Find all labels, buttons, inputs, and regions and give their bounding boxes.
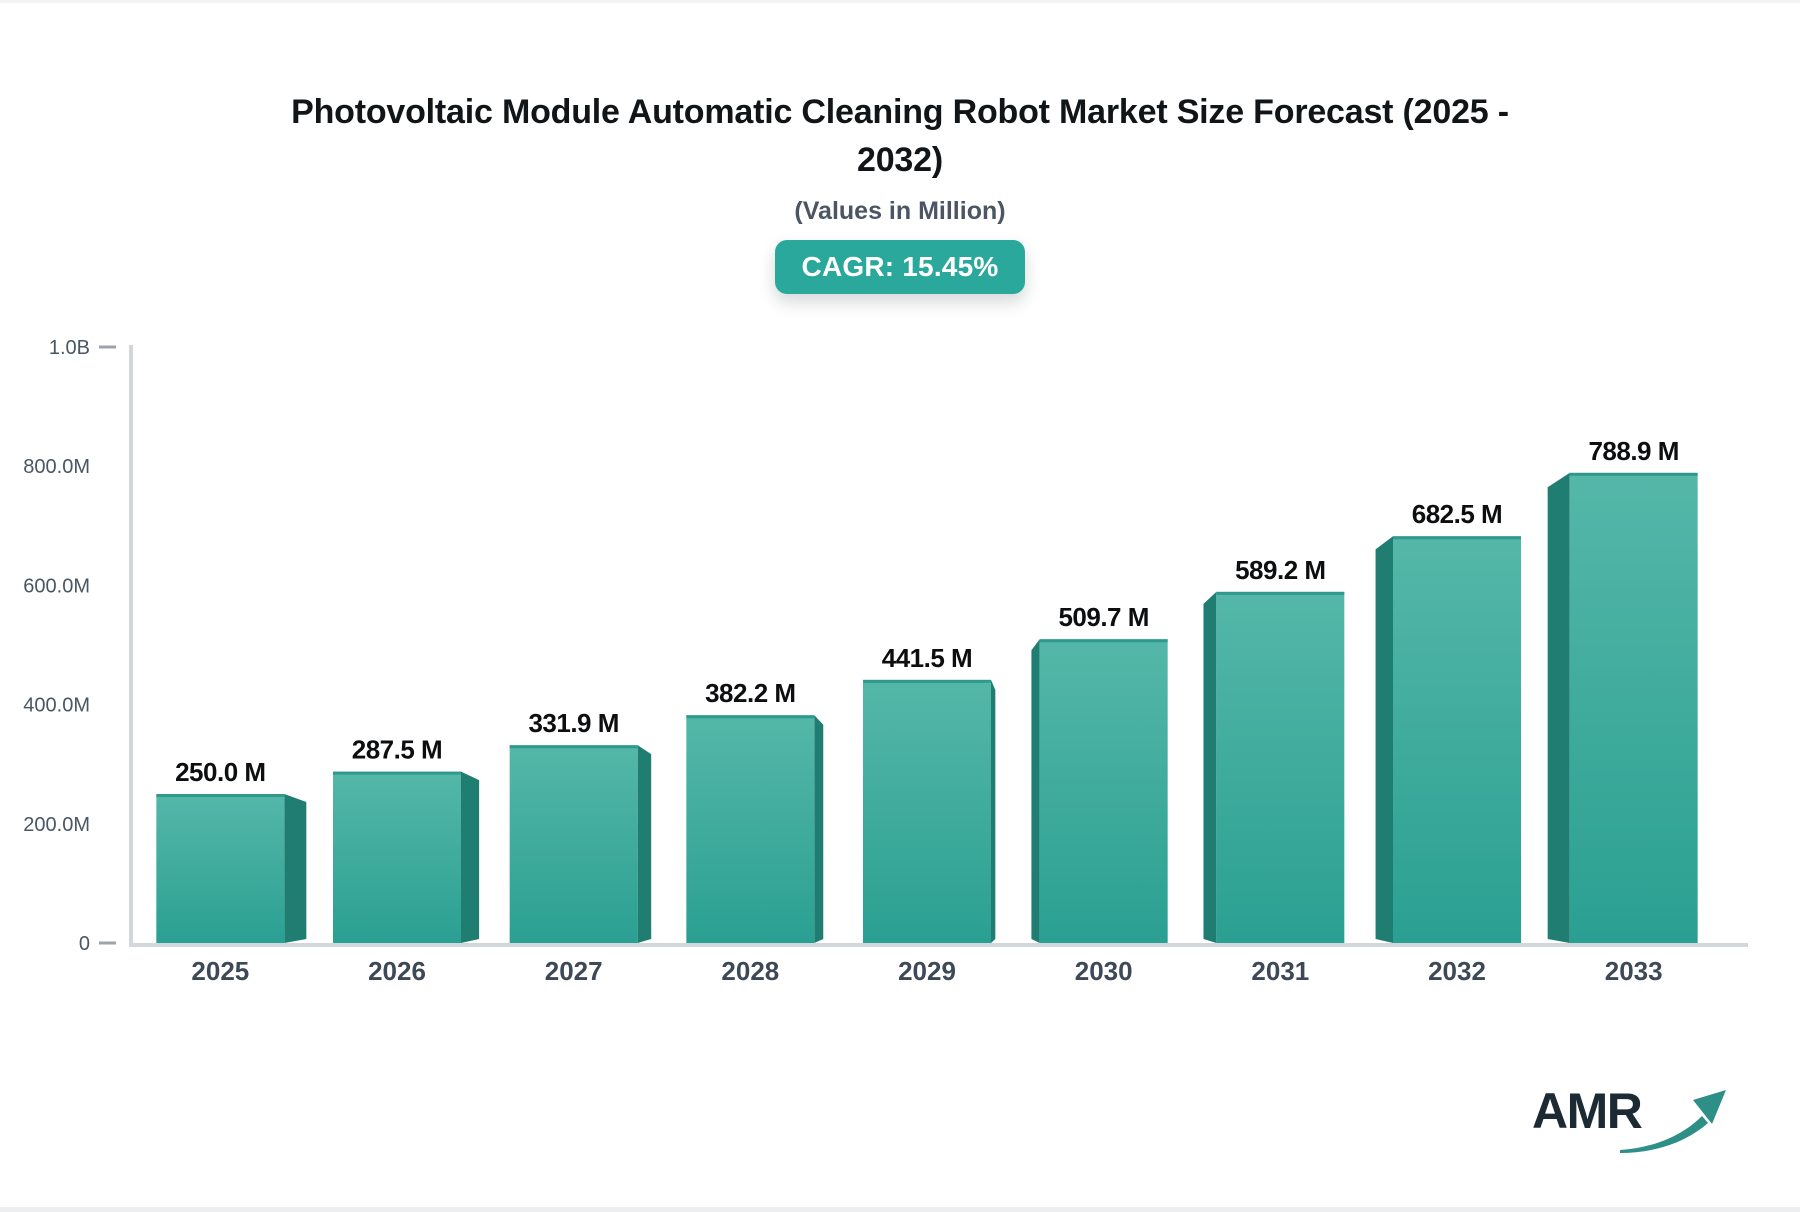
y-axis-label: 400.0M	[23, 695, 90, 717]
bar-front-face	[1569, 472, 1698, 943]
bar-column-2027[interactable]	[509, 745, 652, 943]
growth-arrow-icon	[1620, 1090, 1726, 1153]
bar-side-face	[991, 679, 996, 943]
bar-front-face	[1216, 591, 1345, 943]
bar-side-face	[461, 771, 480, 943]
brand-logo-text: AMR	[1532, 1083, 1643, 1139]
bar-front-face	[1393, 536, 1521, 943]
x-axis-label: 2026	[368, 956, 426, 986]
card-top-border	[0, 0, 1800, 3]
chart-title-line1: Photovoltaic Module Automatic Cleaning R…	[291, 93, 1509, 131]
x-axis-label: 2025	[191, 956, 249, 986]
bar-column-2026[interactable]	[333, 771, 480, 943]
bar-side-face	[1203, 591, 1217, 943]
cagr-badge: CAGR: 15.45%	[774, 239, 1026, 294]
value-label: 287.5 M	[352, 735, 442, 765]
bar-side-face	[1547, 472, 1570, 943]
value-label: 682.5 M	[1412, 499, 1502, 529]
bar-column-2033[interactable]	[1547, 472, 1698, 943]
value-label: 331.9 M	[528, 708, 618, 738]
bar-front-face	[156, 794, 285, 943]
value-label: 589.2 M	[1235, 555, 1325, 585]
bar-front-face	[333, 771, 461, 943]
card-bottom-border	[0, 1207, 1800, 1212]
y-axis-label: 1.0B	[49, 337, 90, 359]
chart-title: Photovoltaic Module Automatic Cleaning R…	[170, 88, 1630, 185]
value-label: 250.0 M	[175, 757, 265, 787]
y-axis-label: 200.0M	[23, 814, 90, 836]
bar-front-face	[509, 745, 638, 943]
chart-subtitle: (Values in Million)	[794, 196, 1006, 225]
bar-front-face	[686, 715, 815, 943]
bar-side-face	[1031, 639, 1040, 943]
x-axis-label: 2031	[1251, 956, 1309, 986]
x-axis-label: 2027	[545, 956, 603, 986]
brand-logo: AMR	[1532, 1086, 1728, 1164]
y-axis-label: 800.0M	[23, 456, 90, 478]
bar-column-2030[interactable]	[1031, 639, 1168, 943]
bar-side-face	[637, 745, 652, 943]
bar-side-face	[1375, 536, 1393, 943]
bar-column-2025[interactable]	[156, 794, 307, 943]
x-axis-label: 2029	[898, 956, 956, 986]
x-axis-label: 2032	[1428, 956, 1486, 986]
bar-chart-canvas: 1.0B 800.0M 600.0M 400.0M 200.0M 0 250.0 M 2025…	[23, 337, 1748, 986]
x-axis-label: 2030	[1075, 956, 1133, 986]
bar-side-face	[814, 715, 824, 943]
value-label: 382.2 M	[705, 678, 795, 708]
x-axis-label: 2033	[1605, 956, 1663, 986]
bar-front-face	[863, 679, 991, 943]
value-label: 441.5 M	[882, 643, 972, 673]
bar-column-2032[interactable]	[1375, 536, 1521, 943]
x-axis-label: 2028	[721, 956, 779, 986]
bar-column-2028[interactable]	[686, 715, 824, 943]
bar-column-2031[interactable]	[1203, 591, 1345, 943]
bar-front-face	[1039, 639, 1168, 943]
value-label: 509.7 M	[1058, 602, 1148, 632]
chart-title-line2: 2032)	[857, 141, 943, 180]
y-axis-label: 600.0M	[23, 575, 90, 597]
bar-column-2029[interactable]	[863, 679, 996, 943]
y-axis-label: 0	[79, 933, 90, 955]
value-label: 788.9 M	[1588, 436, 1678, 466]
bar-side-face	[284, 794, 307, 943]
chart-header: Photovoltaic Module Automatic Cleaning R…	[0, 88, 1800, 294]
